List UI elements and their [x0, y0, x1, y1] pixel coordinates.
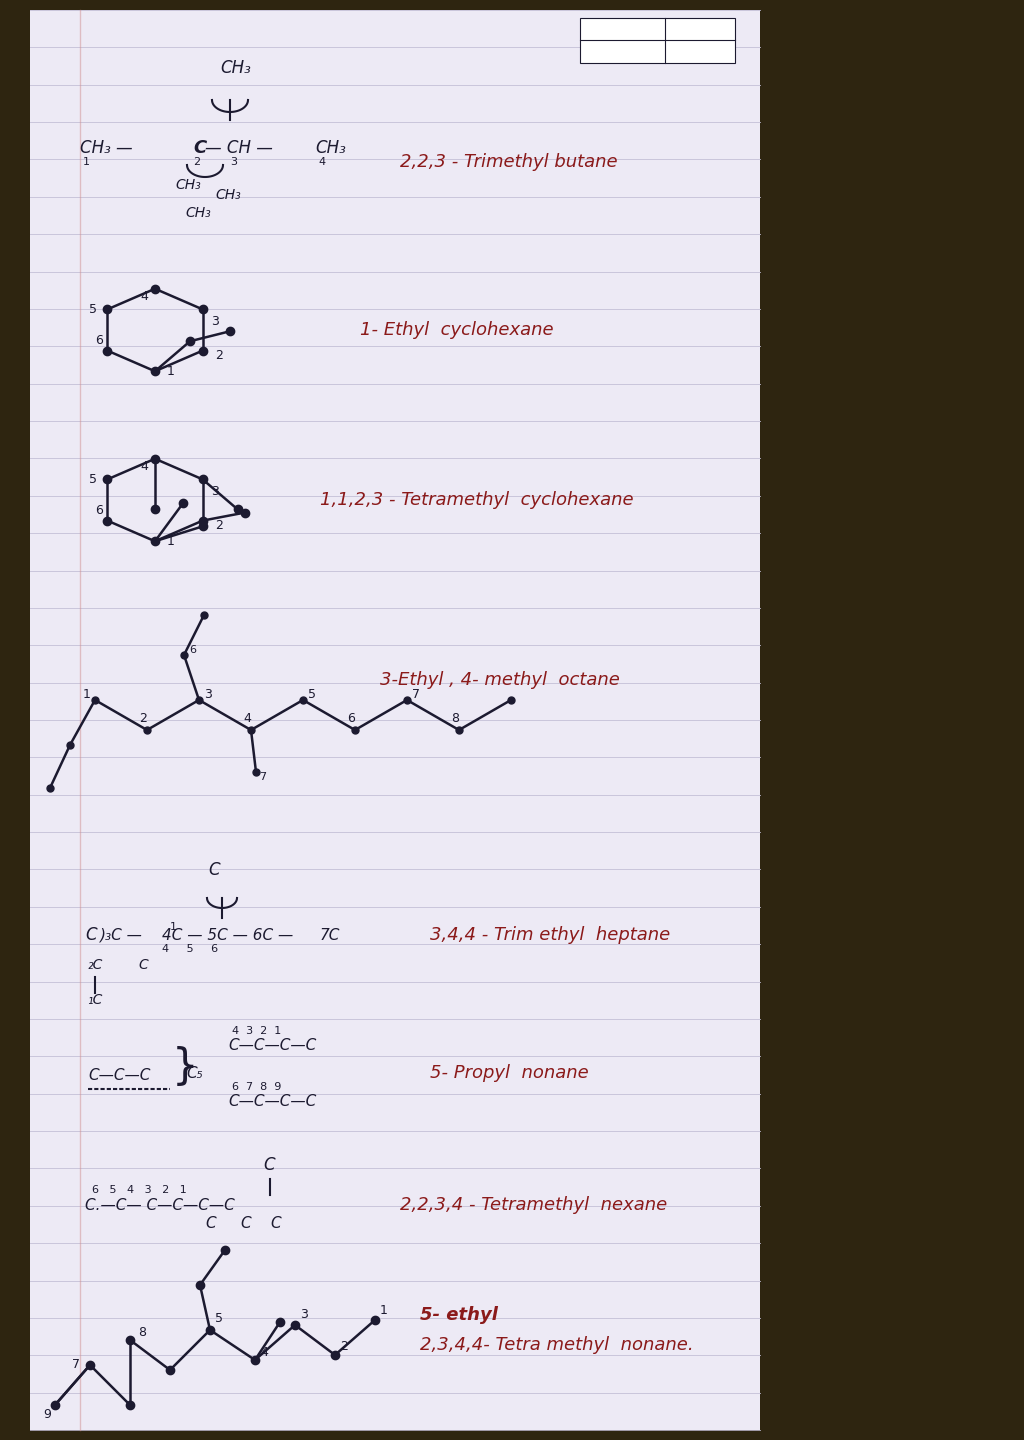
Text: Camlin: Camlin [588, 24, 631, 35]
Text: 1: 1 [170, 922, 177, 932]
Text: C: C [240, 1215, 251, 1231]
Text: 9: 9 [43, 1408, 51, 1421]
Text: 4: 4 [318, 157, 326, 167]
Text: 2: 2 [139, 711, 146, 724]
Text: 2: 2 [340, 1341, 348, 1354]
Text: 8: 8 [138, 1325, 146, 1339]
Text: 3: 3 [204, 688, 212, 701]
Text: C: C [138, 958, 147, 972]
Text: 6  7  8  9: 6 7 8 9 [232, 1081, 282, 1092]
Text: 8: 8 [451, 711, 459, 724]
Text: 2: 2 [215, 520, 222, 533]
Text: 4: 4 [260, 1345, 268, 1358]
Text: 7: 7 [72, 1358, 80, 1371]
Text: )₃C —: )₃C — [100, 927, 143, 943]
Bar [580, 17, 735, 63]
Text: 5: 5 [308, 688, 316, 701]
Text: 6: 6 [347, 711, 355, 724]
Text: C₅: C₅ [186, 1066, 203, 1080]
Text: C—C—C—C: C—C—C—C [228, 1093, 316, 1109]
Text: C—C—C: C—C—C [88, 1067, 151, 1083]
Text: C: C [263, 1156, 274, 1174]
Text: 2: 2 [193, 157, 200, 167]
Text: 4  3  2  1: 4 3 2 1 [232, 1025, 282, 1035]
Text: 5- ethyl: 5- ethyl [420, 1306, 498, 1323]
Text: CH₃: CH₃ [220, 59, 251, 76]
Text: 5: 5 [89, 302, 97, 315]
Text: 3: 3 [211, 485, 218, 498]
Text: 2,2,3,4 - Tetramethyl  nexane: 2,2,3,4 - Tetramethyl nexane [400, 1197, 668, 1214]
Text: 6: 6 [95, 504, 103, 517]
Text: 4C — 5C — 6C —: 4C — 5C — 6C — [162, 927, 293, 943]
Text: CH₃: CH₃ [215, 189, 241, 202]
Text: }: } [172, 1045, 199, 1089]
Text: 5: 5 [215, 1312, 223, 1325]
Text: 1- Ethyl  cyclohexane: 1- Ethyl cyclohexane [360, 321, 554, 338]
Text: 1: 1 [83, 157, 90, 167]
Text: C—C—C—C: C—C—C—C [228, 1037, 316, 1053]
Text: C.—C— C—C—C—C: C.—C— C—C—C—C [85, 1198, 234, 1212]
Text: 1,1,2,3 - Tetramethyl  cyclohexane: 1,1,2,3 - Tetramethyl cyclohexane [319, 491, 634, 508]
Text: 1: 1 [167, 534, 175, 547]
Bar [760, 0, 1024, 1440]
Text: 3: 3 [230, 157, 237, 167]
Text: 1: 1 [83, 688, 91, 701]
Text: ₁C: ₁C [87, 994, 102, 1007]
Text: C: C [205, 1215, 216, 1231]
Text: 2,3,4,4- Tetra methyl  nonane.: 2,3,4,4- Tetra methyl nonane. [420, 1336, 693, 1354]
Text: Date   1        1: Date 1 1 [588, 46, 647, 56]
Text: 6   5   4   3   2   1: 6 5 4 3 2 1 [92, 1185, 186, 1195]
Text: 7: 7 [412, 688, 420, 701]
Text: 4: 4 [140, 461, 147, 474]
Text: 4     5     6: 4 5 6 [162, 945, 218, 953]
Text: 7C: 7C [319, 927, 340, 943]
Text: C: C [85, 926, 96, 945]
Text: 1: 1 [380, 1303, 388, 1316]
Text: C: C [270, 1215, 281, 1231]
Text: CH₃: CH₃ [315, 140, 346, 157]
Text: 1: 1 [167, 364, 175, 377]
Text: 7: 7 [259, 772, 266, 782]
Text: 6: 6 [189, 645, 196, 655]
Text: C: C [208, 861, 219, 878]
Text: — CH —: — CH — [205, 140, 272, 157]
Text: 6: 6 [95, 334, 103, 347]
Text: CH₃: CH₃ [175, 179, 201, 192]
Text: CH₃ —: CH₃ — [80, 140, 133, 157]
Text: 5- Propyl  nonane: 5- Propyl nonane [430, 1064, 589, 1081]
Text: 3: 3 [300, 1309, 308, 1322]
Text: 3: 3 [211, 315, 218, 328]
Text: CH₃: CH₃ [185, 206, 211, 220]
Text: 2: 2 [215, 348, 222, 361]
Text: 3,4,4 - Trim ethyl  heptane: 3,4,4 - Trim ethyl heptane [430, 926, 671, 945]
Bar [30, 10, 760, 1430]
Text: 5: 5 [89, 472, 97, 485]
Text: C: C [193, 140, 206, 157]
Text: 2,2,3 - Trimethyl butane: 2,2,3 - Trimethyl butane [400, 153, 617, 171]
Text: 3-Ethyl , 4- methyl  octane: 3-Ethyl , 4- methyl octane [380, 671, 620, 688]
Text: 4: 4 [243, 711, 251, 724]
Text: ₂C: ₂C [87, 958, 102, 972]
Text: 4: 4 [140, 291, 147, 304]
